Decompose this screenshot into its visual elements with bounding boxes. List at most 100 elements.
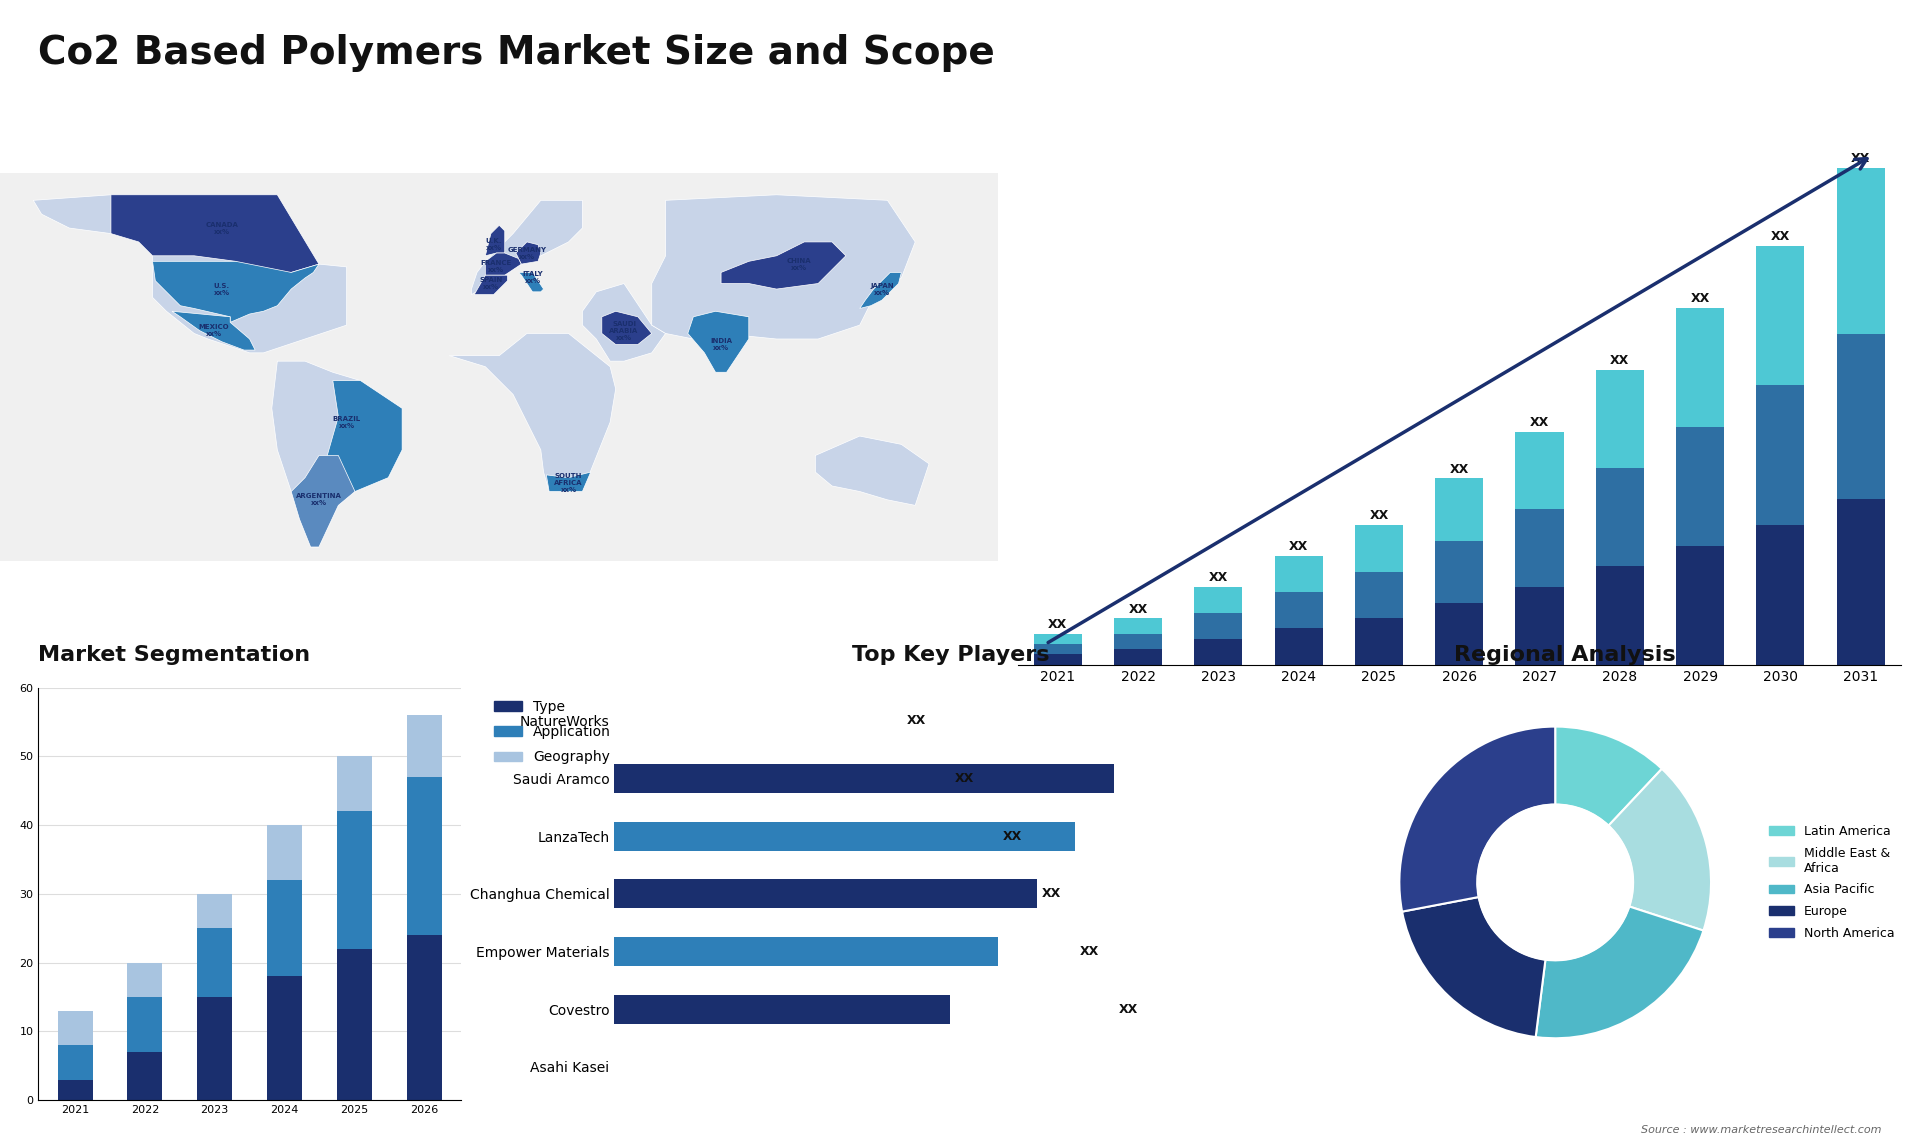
Polygon shape bbox=[486, 253, 522, 275]
Text: XX: XX bbox=[1851, 152, 1870, 165]
Text: Source : www.marketresearchintellect.com: Source : www.marketresearchintellect.com bbox=[1642, 1124, 1882, 1135]
Polygon shape bbox=[1724, 74, 1828, 112]
Bar bbox=[1676, 545, 1724, 665]
Bar bbox=[614, 822, 1075, 850]
Bar bbox=[58, 1011, 92, 1045]
Text: Regional Analysis: Regional Analysis bbox=[1453, 645, 1676, 665]
Polygon shape bbox=[601, 312, 651, 345]
Text: XX: XX bbox=[1210, 572, 1229, 584]
Wedge shape bbox=[1402, 897, 1546, 1037]
Bar bbox=[1275, 556, 1323, 592]
Bar bbox=[614, 1052, 902, 1082]
Bar bbox=[1033, 634, 1081, 644]
Text: MARKET
RESEARCH
INTELLECT: MARKET RESEARCH INTELLECT bbox=[1747, 47, 1805, 79]
Bar bbox=[1757, 525, 1805, 665]
Text: Co2 Based Polymers Market Size and Scope: Co2 Based Polymers Market Size and Scope bbox=[38, 34, 995, 72]
Bar bbox=[336, 811, 372, 949]
Text: XX: XX bbox=[1079, 945, 1100, 958]
Polygon shape bbox=[547, 472, 591, 492]
Bar bbox=[1515, 587, 1563, 665]
Text: ITALY
xx%: ITALY xx% bbox=[522, 272, 543, 284]
Bar bbox=[614, 764, 1114, 793]
Bar bbox=[1515, 432, 1563, 510]
Bar bbox=[127, 997, 163, 1052]
Text: MEXICO
xx%: MEXICO xx% bbox=[198, 324, 228, 337]
Bar bbox=[267, 825, 301, 880]
Legend: Type, Application, Geography: Type, Application, Geography bbox=[490, 694, 616, 770]
Text: XX: XX bbox=[906, 714, 927, 728]
Bar bbox=[614, 937, 998, 966]
Text: INDIA
xx%: INDIA xx% bbox=[710, 338, 732, 351]
Bar bbox=[1837, 333, 1885, 500]
Text: BRAZIL
xx%: BRAZIL xx% bbox=[332, 416, 361, 429]
Bar bbox=[127, 963, 163, 997]
Bar bbox=[1757, 385, 1805, 525]
Polygon shape bbox=[722, 242, 847, 289]
Bar bbox=[614, 879, 1037, 909]
Polygon shape bbox=[816, 437, 929, 505]
Polygon shape bbox=[292, 455, 355, 547]
Bar bbox=[198, 894, 232, 928]
Polygon shape bbox=[518, 273, 543, 292]
Bar bbox=[1356, 618, 1404, 665]
Bar bbox=[1837, 500, 1885, 665]
Wedge shape bbox=[1536, 906, 1703, 1038]
Bar bbox=[336, 949, 372, 1100]
Bar bbox=[1275, 628, 1323, 665]
Wedge shape bbox=[1609, 769, 1711, 931]
Text: XX: XX bbox=[1041, 887, 1062, 901]
Text: XX: XX bbox=[1450, 463, 1469, 476]
Bar bbox=[1194, 613, 1242, 638]
Polygon shape bbox=[273, 361, 401, 547]
Polygon shape bbox=[472, 201, 582, 295]
Bar bbox=[1434, 478, 1484, 541]
Bar bbox=[1434, 603, 1484, 665]
Bar bbox=[58, 1045, 92, 1080]
Polygon shape bbox=[860, 273, 900, 308]
Polygon shape bbox=[687, 312, 749, 372]
Text: Top Key Players: Top Key Players bbox=[852, 645, 1048, 665]
Bar bbox=[1114, 618, 1162, 634]
Bar bbox=[614, 995, 950, 1023]
Text: FRANCE
xx%: FRANCE xx% bbox=[480, 260, 513, 274]
Text: XX: XX bbox=[1002, 830, 1023, 842]
Bar bbox=[1114, 649, 1162, 665]
Bar bbox=[1596, 370, 1644, 468]
Polygon shape bbox=[152, 261, 319, 322]
FancyBboxPatch shape bbox=[0, 173, 998, 560]
Text: XX: XX bbox=[1369, 510, 1388, 523]
Text: XX: XX bbox=[954, 772, 975, 785]
Legend: Latin America, Middle East &
Africa, Asia Pacific, Europe, North America: Latin America, Middle East & Africa, Asi… bbox=[1764, 819, 1899, 945]
Text: SAUDI
ARABIA
xx%: SAUDI ARABIA xx% bbox=[609, 321, 639, 340]
Bar bbox=[1194, 638, 1242, 665]
Polygon shape bbox=[33, 195, 348, 353]
Bar bbox=[267, 880, 301, 976]
Bar bbox=[1356, 525, 1404, 572]
Bar bbox=[1676, 308, 1724, 426]
Bar bbox=[1596, 468, 1644, 566]
Text: U.S.
xx%: U.S. xx% bbox=[213, 283, 230, 296]
Text: GERMANY
xx%: GERMANY xx% bbox=[507, 246, 547, 259]
Bar bbox=[1676, 426, 1724, 545]
Circle shape bbox=[1476, 804, 1634, 960]
Bar bbox=[407, 715, 442, 777]
Text: XX: XX bbox=[1690, 292, 1709, 305]
Polygon shape bbox=[449, 333, 616, 492]
Bar bbox=[1114, 634, 1162, 649]
Polygon shape bbox=[582, 283, 666, 361]
Wedge shape bbox=[1400, 727, 1555, 911]
Bar bbox=[267, 976, 301, 1100]
Bar bbox=[1033, 654, 1081, 665]
Polygon shape bbox=[651, 195, 916, 339]
Text: XX: XX bbox=[1288, 541, 1308, 554]
Bar bbox=[336, 756, 372, 811]
Text: XX: XX bbox=[1129, 603, 1148, 615]
Bar bbox=[1837, 168, 1885, 333]
Text: XX: XX bbox=[1117, 1003, 1139, 1015]
Wedge shape bbox=[1555, 727, 1663, 825]
Polygon shape bbox=[486, 226, 505, 256]
Bar bbox=[1515, 510, 1563, 587]
Bar bbox=[198, 997, 232, 1100]
Text: JAPAN
xx%: JAPAN xx% bbox=[870, 283, 893, 296]
Text: SOUTH
AFRICA
xx%: SOUTH AFRICA xx% bbox=[555, 473, 584, 493]
